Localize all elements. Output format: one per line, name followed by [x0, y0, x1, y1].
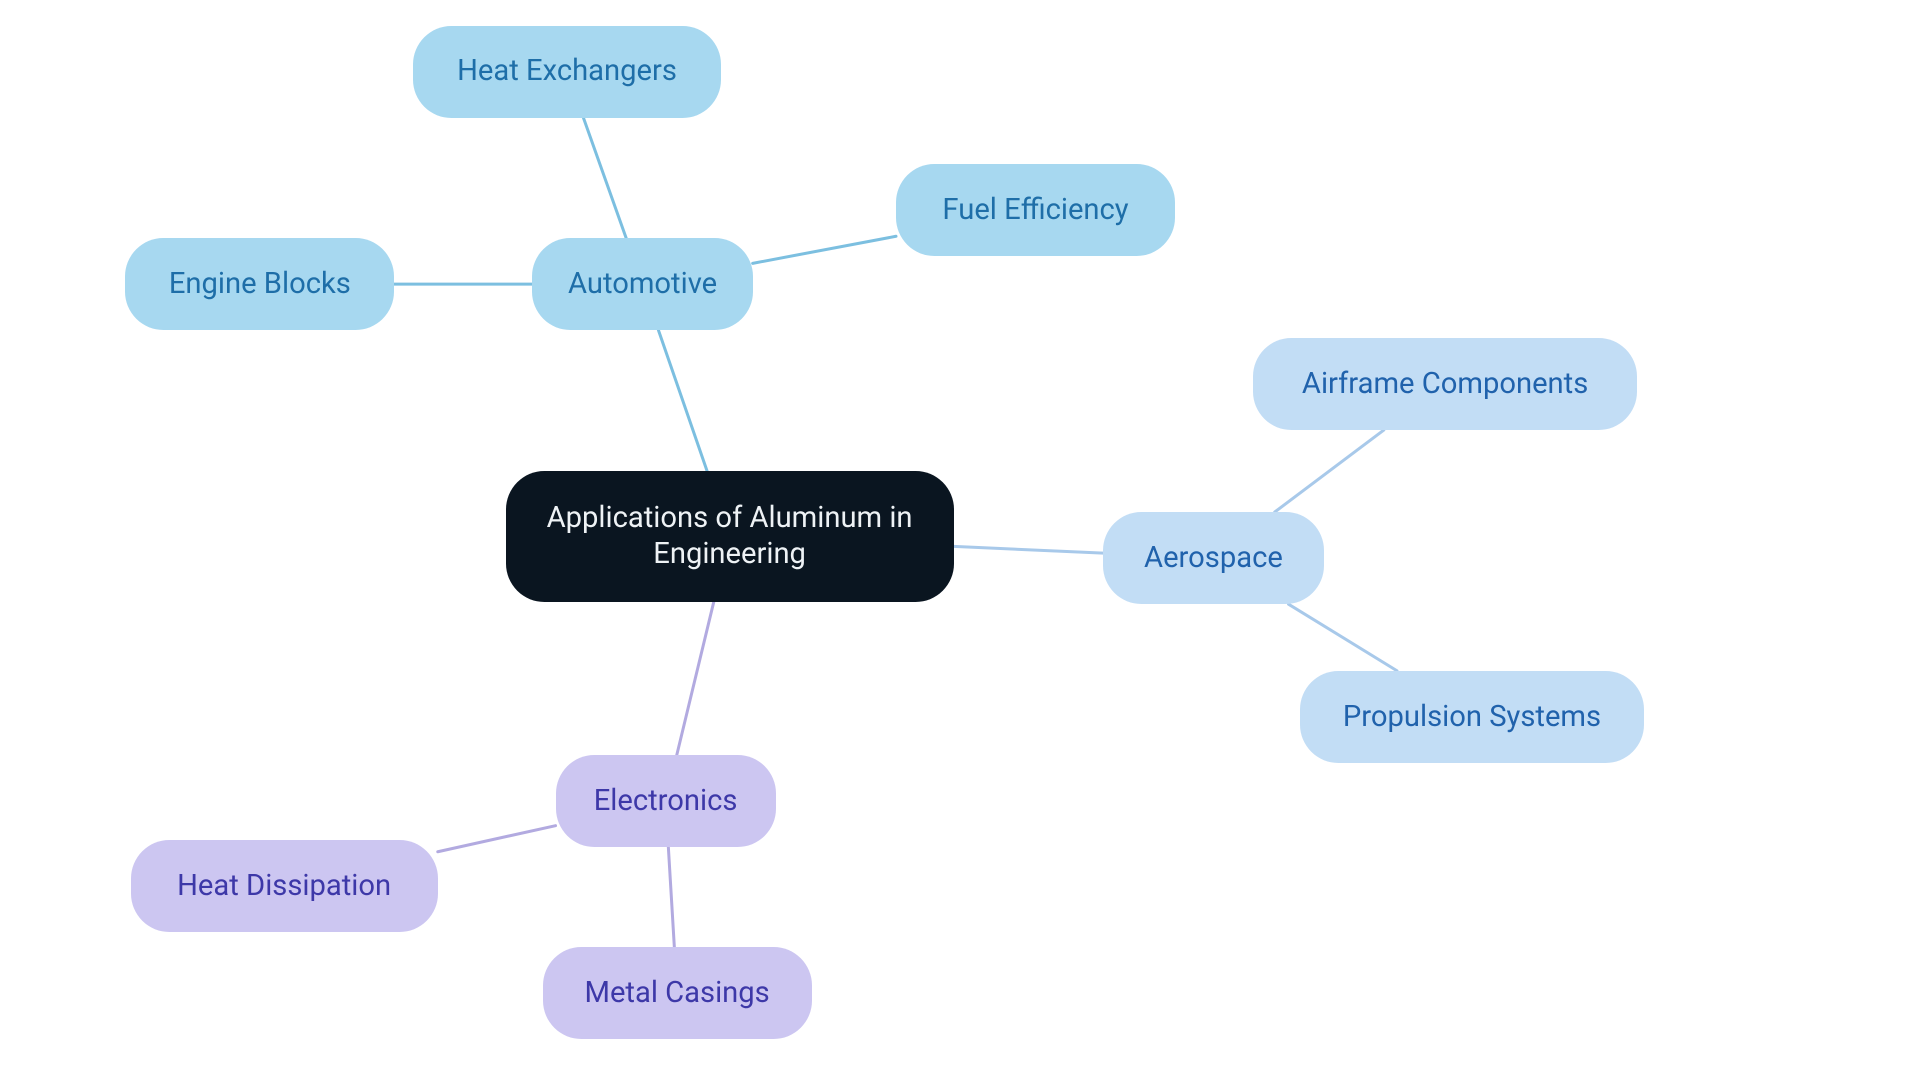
edge-electronics-casings [668, 847, 674, 947]
node-heatdiss: Heat Dissipation [131, 840, 438, 932]
edge-root-aerospace [954, 546, 1104, 553]
edge-root-electronics [677, 602, 714, 756]
node-engine: Engine Blocks [125, 238, 394, 330]
edge-electronics-heatdiss [438, 826, 556, 852]
node-label-casings: Metal Casings [585, 975, 770, 1011]
edge-aerospace-propulsion [1289, 604, 1397, 671]
node-automotive: Automotive [532, 238, 752, 330]
node-label-automotive: Automotive [568, 266, 717, 302]
edge-automotive-fuel [753, 236, 896, 263]
node-label-electronics: Electronics [594, 783, 738, 819]
node-casings: Metal Casings [543, 947, 812, 1039]
node-label-airframe: Airframe Components [1302, 366, 1588, 402]
node-aerospace: Aerospace [1103, 512, 1323, 604]
node-propulsion: Propulsion Systems [1300, 671, 1643, 763]
diagram-canvas: Applications of Aluminum in Engineering A… [0, 0, 1920, 1083]
edge-aerospace-airframe [1275, 430, 1384, 512]
node-label-aerospace: Aerospace [1144, 540, 1283, 576]
node-fuel: Fuel Efficiency [896, 164, 1175, 256]
node-electronics: Electronics [556, 755, 776, 847]
node-label-heatdiss: Heat Dissipation [177, 868, 391, 904]
node-root: Applications of Aluminum in Engineering [506, 471, 954, 602]
edge-automotive-heatex [583, 118, 626, 238]
node-heatex: Heat Exchangers [413, 26, 720, 118]
edge-root-automotive [658, 330, 707, 471]
node-label-propulsion: Propulsion Systems [1343, 699, 1601, 735]
node-label-root: Applications of Aluminum in Engineering [547, 500, 913, 573]
node-label-fuel: Fuel Efficiency [942, 192, 1128, 228]
node-airframe: Airframe Components [1253, 338, 1637, 430]
node-label-heatex: Heat Exchangers [457, 53, 677, 89]
node-label-engine: Engine Blocks [169, 266, 351, 302]
